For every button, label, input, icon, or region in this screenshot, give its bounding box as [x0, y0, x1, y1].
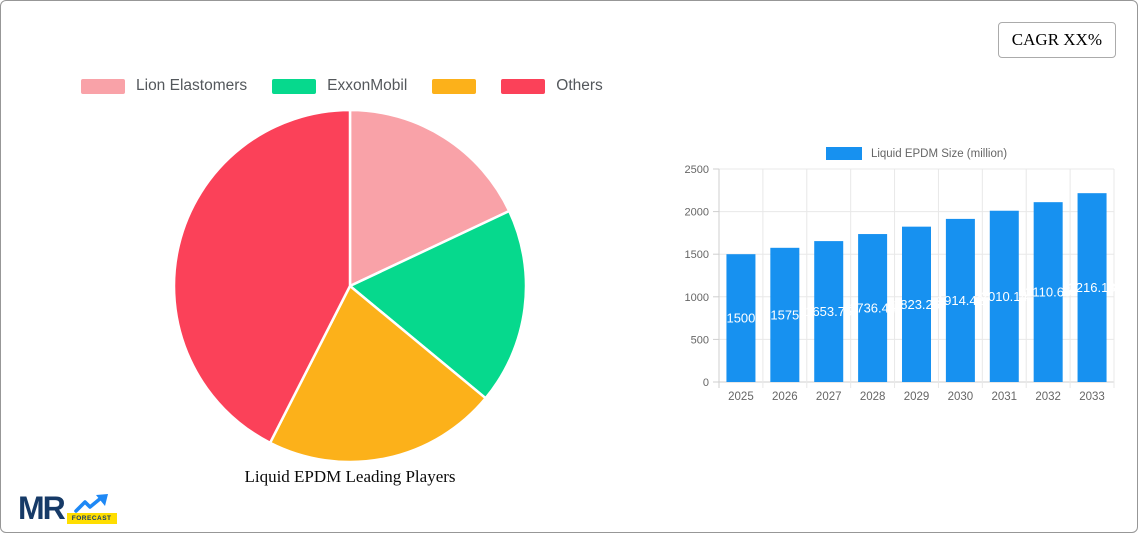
pie-legend-label: ExxonMobil — [327, 77, 408, 94]
x-tick-label: 2026 — [772, 391, 798, 403]
pie-chart-title: Liquid EPDM Leading Players — [244, 467, 456, 486]
bar-value-label: 2216.18 — [1069, 280, 1116, 295]
pie-legend: Lion Elastomers ExxonMobil Others — [81, 77, 603, 95]
pie-legend-label: Lion Elastomers — [136, 77, 248, 94]
bar — [989, 210, 1019, 382]
pie-legend-swatch — [272, 78, 317, 94]
pie-chart — [172, 108, 528, 464]
bar — [726, 254, 756, 382]
bar — [814, 241, 844, 382]
logo-text: MR — [18, 490, 66, 526]
y-tick-label: 1500 — [685, 249, 709, 261]
pie-chart-svg — [172, 108, 528, 464]
pie-legend-item[interactable]: Others — [501, 77, 603, 95]
bar-chart-svg: 0 500 1000 1500 2000 2500 1500 2025 1575 2026 1653… — [685, 164, 1116, 403]
pie-legend-label: Others — [556, 77, 603, 94]
bar-value-label: 1500 — [726, 311, 755, 326]
x-tick-label: 2033 — [1079, 391, 1105, 403]
bar-legend-item[interactable]: Liquid EPDM Size (million) — [719, 147, 1114, 160]
x-tick-label: 2031 — [991, 391, 1017, 403]
bar-value-label: 1653.75 — [805, 304, 852, 319]
y-tick-label: 2000 — [685, 207, 709, 219]
bar-value-label: 1575 — [770, 307, 799, 322]
bar-chart: Liquid EPDM Size (million) 0 500 1000 1500 2… — [679, 139, 1131, 414]
y-tick-label: 2500 — [685, 164, 709, 176]
pie-slice — [348, 209, 528, 400]
bar-legend-swatch — [825, 147, 862, 160]
bar-value-label: 1736.44 — [849, 301, 896, 316]
bar — [945, 218, 975, 382]
pie-legend-swatch — [81, 78, 125, 94]
x-tick-label: 2029 — [904, 391, 930, 403]
bar — [1033, 202, 1063, 382]
cagr-button[interactable]: CAGR XX% — [997, 22, 1116, 58]
x-tick-label: 2028 — [860, 391, 886, 403]
pie-legend-swatch — [432, 78, 477, 94]
logo-badge: FORECAST — [66, 513, 117, 524]
mr-forecast-logo: MR FORECAST — [18, 491, 117, 525]
x-tick-label: 2025 — [728, 391, 754, 403]
bar — [858, 234, 888, 382]
bar — [770, 247, 800, 382]
pie-legend-item[interactable] — [432, 78, 477, 94]
pie-slice — [268, 284, 487, 464]
x-tick-label: 2027 — [816, 391, 842, 403]
pie-slice — [348, 108, 511, 288]
pie-legend-item[interactable]: Lion Elastomers — [81, 77, 247, 95]
bar-value-label: 1823.26 — [893, 297, 940, 312]
bar — [1077, 193, 1107, 382]
bar-value-label: 2010.14 — [981, 289, 1028, 304]
trend-arrow-icon — [73, 494, 108, 513]
x-tick-label: 2030 — [948, 391, 974, 403]
y-tick-label: 500 — [691, 334, 709, 346]
pie-slice — [172, 108, 352, 445]
y-tick-label: 0 — [703, 377, 709, 389]
x-tick-label: 2032 — [1035, 391, 1061, 403]
pie-legend-item[interactable]: ExxonMobil — [272, 77, 407, 95]
bar — [902, 226, 931, 382]
y-tick-label: 1000 — [685, 292, 709, 304]
pie-legend-swatch — [501, 78, 546, 94]
bar-legend-label: Liquid EPDM Size (million) — [870, 147, 1008, 160]
bar-value-label: 2110.65 — [1025, 285, 1071, 300]
bar-value-label: 1914.42 — [937, 293, 984, 308]
